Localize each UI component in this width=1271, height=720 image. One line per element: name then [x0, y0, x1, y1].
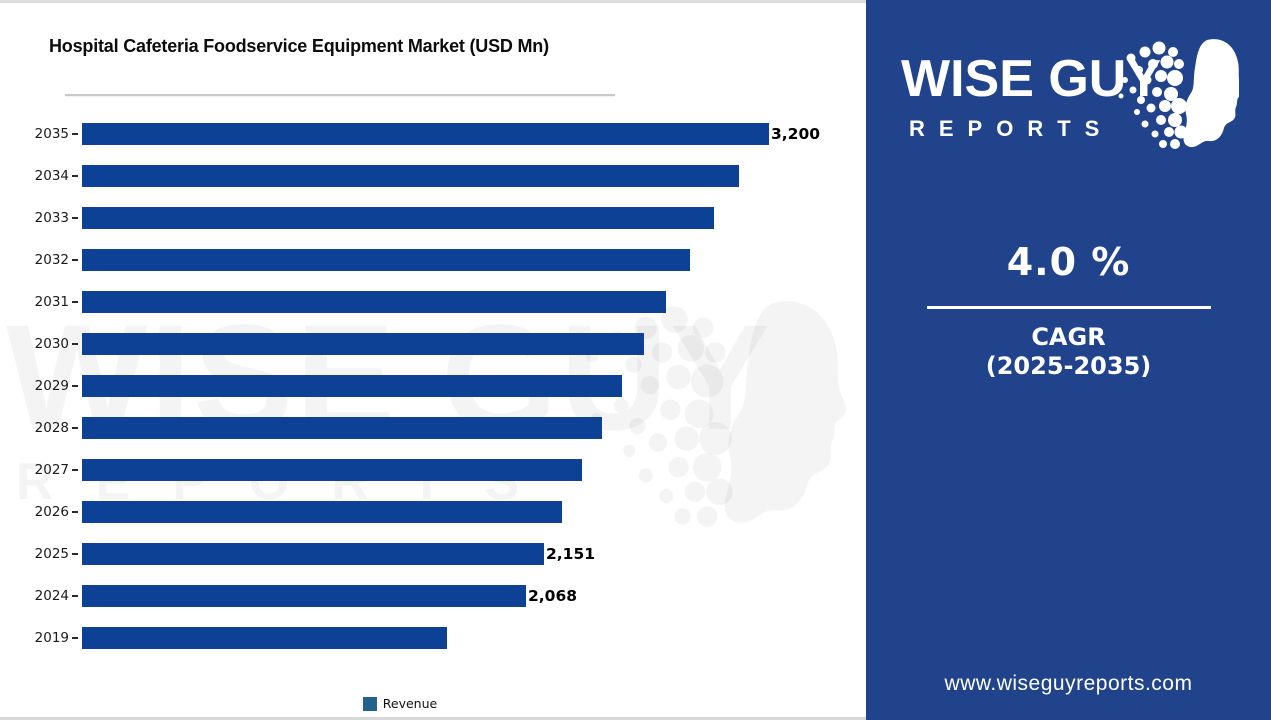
bar-value-label: 3,200	[771, 125, 821, 143]
y-axis-tick-mark	[72, 175, 78, 177]
revenue-bar	[82, 501, 562, 523]
y-axis-tick-mark	[72, 427, 78, 429]
y-axis-tick-mark	[72, 553, 78, 555]
bar-value-label: 2,151	[546, 545, 596, 563]
chart-section: Hospital Cafeteria Foodservice Equipment…	[0, 0, 866, 720]
y-axis-tick-mark	[72, 259, 78, 261]
y-axis-tick-label: 2025	[34, 546, 69, 562]
chart-row: 2025 2,151	[0, 533, 866, 575]
y-axis-tick-mark	[72, 343, 78, 345]
chart-row: 2029	[0, 365, 866, 407]
chart-row: 2032	[0, 239, 866, 281]
y-axis-tick-label: 2026	[34, 504, 69, 520]
revenue-bar	[82, 291, 666, 313]
y-axis-tick-mark	[72, 301, 78, 303]
cagr-value: 4.0 %	[1006, 240, 1131, 284]
cagr-label-line2: (2025-2035)	[985, 352, 1152, 381]
y-axis-tick-label: 2019	[34, 630, 69, 646]
y-axis-tick-mark	[72, 469, 78, 471]
chart-row: 2028	[0, 407, 866, 449]
legend-label-revenue: Revenue	[382, 696, 438, 711]
cagr-label: CAGR (2025-2035)	[986, 323, 1152, 382]
y-axis-tick-label: 2035	[34, 126, 69, 142]
chart-row: 2019	[0, 617, 866, 659]
chart-title: Hospital Cafeteria Foodservice Equipment…	[49, 36, 549, 56]
y-axis-tick-mark	[72, 595, 78, 597]
chart-row: 2033	[0, 197, 866, 239]
legend-swatch-revenue	[362, 696, 377, 711]
revenue-bar	[82, 375, 622, 397]
chart-row: 2031	[0, 281, 866, 323]
chart-row: 2024 2,068	[0, 575, 866, 617]
y-axis-tick-label: 2024	[34, 588, 69, 604]
title-underline	[65, 94, 615, 97]
chart-row: 2026	[0, 491, 866, 533]
y-axis-tick-label: 2034	[34, 168, 69, 184]
revenue-bar	[82, 207, 714, 229]
y-axis-tick-label: 2027	[34, 462, 69, 478]
logo-wordmark-line2: REPORTS	[909, 116, 1113, 141]
revenue-bar	[82, 459, 582, 481]
wiseguy-reports-logo: WISE GUY REPORTS	[901, 39, 1239, 149]
y-axis-tick-mark	[72, 217, 78, 219]
chart-row: 2035 3,200	[0, 113, 866, 155]
chart-row: 2030	[0, 323, 866, 365]
y-axis-tick-label: 2029	[34, 378, 69, 394]
chart-row: 2027	[0, 449, 866, 491]
website-link[interactable]: www.wiseguyreports.com	[944, 672, 1193, 695]
y-axis-tick-mark	[72, 385, 78, 387]
y-axis-tick-mark	[72, 133, 78, 135]
revenue-bar	[82, 165, 739, 187]
revenue-bar	[82, 417, 602, 439]
y-axis-tick-label: 2031	[34, 294, 69, 310]
cagr-label-line1: CAGR	[1031, 323, 1106, 351]
brand-panel: WISE GUY REPORTS 4.0 % CAGR (2025-2035) …	[866, 0, 1271, 720]
y-axis-tick-label: 2030	[34, 336, 69, 352]
y-axis-tick-mark	[72, 637, 78, 639]
y-axis-tick-label: 2032	[34, 252, 69, 268]
revenue-bar	[82, 627, 447, 649]
revenue-bar	[82, 585, 526, 607]
chart-legend: Revenue	[0, 696, 800, 711]
revenue-bar	[82, 543, 544, 565]
y-axis-tick-mark	[72, 511, 78, 513]
y-axis-tick-label: 2028	[34, 420, 69, 436]
logo-wordmark-line1: WISE GUY	[901, 50, 1161, 108]
revenue-bar	[82, 333, 644, 355]
bar-value-label: 2,068	[528, 587, 578, 605]
chart-plot: 2035 3,200 2034 2033 2032	[0, 113, 866, 663]
y-axis-tick-label: 2033	[34, 210, 69, 226]
revenue-bar	[82, 123, 769, 145]
chart-row: 2034	[0, 155, 866, 197]
cagr-divider	[926, 306, 1211, 309]
revenue-bar	[82, 249, 690, 271]
